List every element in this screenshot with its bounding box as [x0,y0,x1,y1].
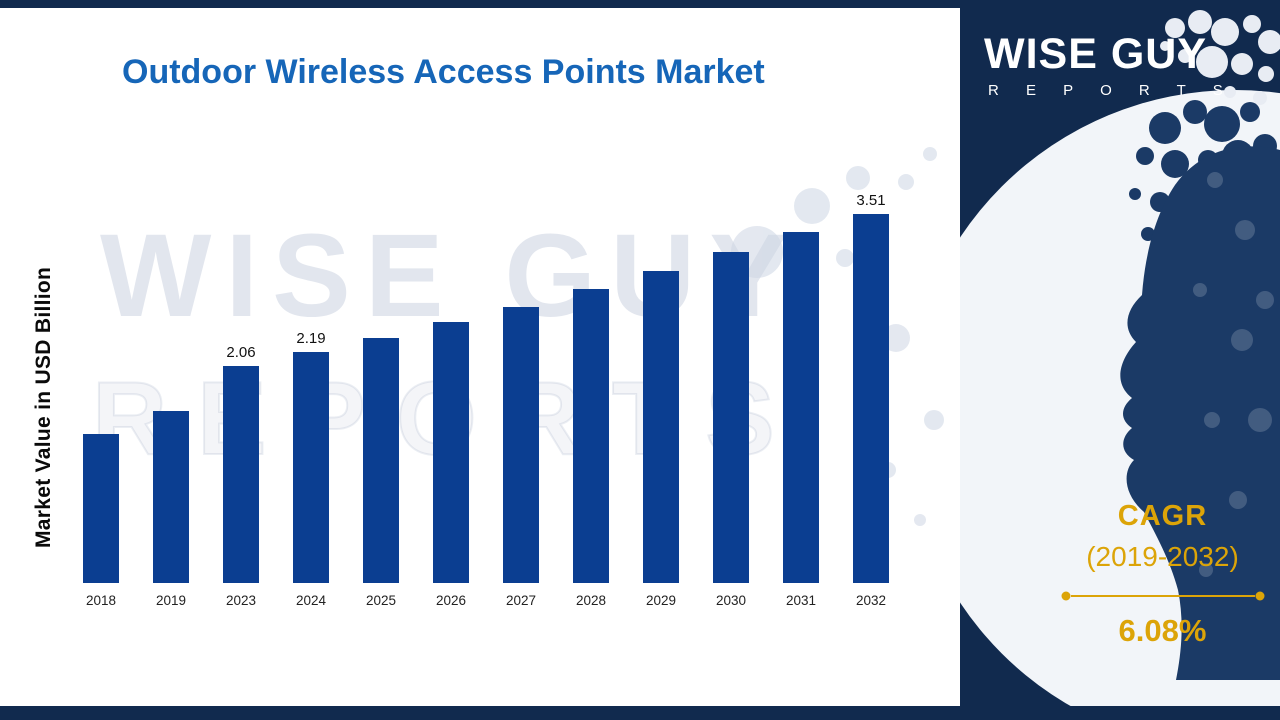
x-tick-2027: 2027 [505,593,537,608]
bar-value-label: 3.51 [856,192,886,209]
x-tick-2024: 2024 [295,593,327,608]
bar-chart: 2.06 2.19 3.51 [66,183,906,583]
bar-2031 [783,232,819,583]
cagr-label: CAGR [1117,500,1208,532]
bar-column [66,434,136,583]
bar-column [416,322,486,583]
bar-2032 [853,214,889,583]
bar-2030 [713,252,749,583]
bar-2027 [503,307,539,583]
x-tick-2019: 2019 [155,593,187,608]
x-tick-2025: 2025 [365,593,397,608]
x-tick-2031: 2031 [785,593,817,608]
bar-2026 [433,322,469,583]
bar-2029 [643,271,679,583]
bar-2018 [83,434,119,583]
cagr-divider-line [1061,591,1264,601]
x-tick-2018: 2018 [85,593,117,608]
top-accent-bar [0,0,1280,8]
x-tick-2030: 2030 [715,593,747,608]
face-profile [1120,146,1280,680]
x-tick-2028: 2028 [575,593,607,608]
bar-2024 [293,352,329,583]
chart-title: Outdoor Wireless Access Points Market [122,52,765,91]
bar-column [346,338,416,583]
hair-dots [1160,10,1280,105]
cagr-value: 6.08% [1118,613,1207,648]
bar-value-label: 2.06 [226,344,256,361]
bar-column: 2.19 [276,330,346,583]
x-tick-2032: 2032 [855,593,887,608]
bar-column [626,271,696,583]
bar-column: 2.06 [206,344,276,583]
x-tick-2029: 2029 [645,593,677,608]
bar-value-label: 2.19 [296,330,326,347]
bottom-accent-bar [0,706,1280,720]
bar-2023 [223,366,259,583]
bar-column: 3.51 [836,192,906,583]
brand-subtitle: R E P O R T S [988,82,1235,99]
bar-column [556,289,626,583]
bar-2028 [573,289,609,583]
bar-2025 [363,338,399,583]
bar-column [696,252,766,583]
brand-name: WISE GUY [984,30,1208,78]
bar-column [486,307,556,583]
brand-logo: WISE GUY R E P O R T S [984,30,1234,99]
face-texture-dots [1193,172,1274,577]
x-axis: 2018 2019 2023 2024 2025 2026 2027 2028 2029 2030… [66,593,906,608]
x-tick-2023: 2023 [225,593,257,608]
x-tick-2026: 2026 [435,593,467,608]
cagr-callout: CAGR (2019-2032) 6.08% [1045,500,1280,649]
bar-column [136,411,206,583]
bar-column [766,232,836,583]
bar-2019 [153,411,189,583]
y-axis-label: Market Value in USD Billion [32,266,55,549]
brand-panel [960,0,1280,720]
cagr-range: (2019-2032) [1086,541,1239,572]
